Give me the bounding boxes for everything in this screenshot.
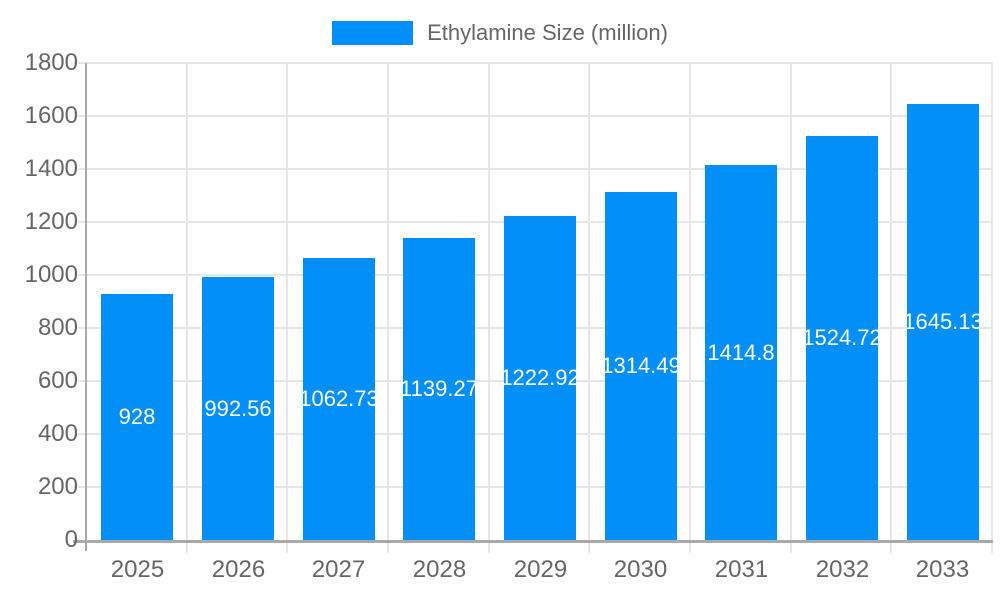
y-tick-label: 1000 <box>24 261 78 288</box>
bar-value-label: 992.56 <box>204 395 272 421</box>
horizontal-gridline <box>87 62 993 64</box>
x-axis-line <box>73 540 993 543</box>
x-tick-label: 2027 <box>311 556 366 583</box>
x-axis-tick <box>588 542 590 553</box>
bar-2026[interactable]: 992.56 <box>202 277 274 540</box>
x-axis-tick <box>790 542 792 553</box>
y-tick-label: 1600 <box>24 102 78 129</box>
vertical-gridline <box>588 63 590 540</box>
bar-2029[interactable]: 1222.92 <box>504 216 576 540</box>
y-axis-tick <box>78 486 87 488</box>
x-tick-label: 2032 <box>815 556 870 583</box>
bar-value-label: 1222.92 <box>504 365 576 390</box>
vertical-gridline <box>186 63 188 540</box>
vertical-gridline <box>286 63 288 540</box>
bar-value-label: 1139.27 <box>403 376 475 401</box>
bar-value-label: 1645.13 <box>907 309 979 334</box>
y-axis-tick <box>78 168 87 170</box>
x-tick-label: 2030 <box>613 556 668 583</box>
x-tick-label: 2025 <box>110 556 165 583</box>
x-axis-tick <box>286 542 288 553</box>
y-tick-label: 800 <box>37 314 78 341</box>
y-axis-tick <box>78 380 87 382</box>
y-tick-label: 1200 <box>24 208 78 235</box>
x-axis-tick <box>186 542 188 553</box>
bar-value-label: 1414.8 <box>707 339 775 365</box>
x-tick-label: 2033 <box>915 556 970 583</box>
bar-2027[interactable]: 1062.73 <box>303 258 375 540</box>
y-axis-line <box>85 63 87 551</box>
y-tick-label: 400 <box>37 420 78 447</box>
y-axis-tick <box>78 433 87 435</box>
y-tick-label: 200 <box>37 473 78 500</box>
x-axis-tick <box>890 542 892 553</box>
x-tick-label: 2028 <box>412 556 467 583</box>
bar-2031[interactable]: 1414.8 <box>705 165 777 540</box>
bar-value-label: 1062.73 <box>303 386 375 411</box>
horizontal-gridline <box>87 168 993 170</box>
y-axis-tick <box>78 327 87 329</box>
x-tick-label: 2031 <box>714 556 769 583</box>
bar-2032[interactable]: 1524.72 <box>806 136 878 540</box>
y-tick-label: 1400 <box>24 155 78 182</box>
x-tick-label: 2026 <box>211 556 266 583</box>
bar-2028[interactable]: 1139.27 <box>403 238 475 540</box>
bar-2025[interactable]: 928 <box>101 294 173 540</box>
legend-swatch <box>332 21 414 45</box>
x-tick-label: 2029 <box>513 556 568 583</box>
y-tick-label: 1800 <box>24 49 78 76</box>
x-axis-tick <box>689 542 691 553</box>
vertical-gridline <box>689 63 691 540</box>
y-axis-tick <box>78 62 87 64</box>
bar-value-label: 928 <box>118 404 156 429</box>
vertical-gridline <box>991 63 993 540</box>
y-axis-tick <box>78 274 87 276</box>
x-axis-tick <box>991 542 993 553</box>
bar-value-label: 1314.49 <box>605 353 677 378</box>
vertical-gridline <box>790 63 792 540</box>
vertical-gridline <box>890 63 892 540</box>
bar-2030[interactable]: 1314.49 <box>605 192 677 540</box>
legend-item[interactable]: Ethylamine Size (million) <box>0 20 1000 46</box>
vertical-gridline <box>488 63 490 540</box>
y-axis-tick <box>78 115 87 117</box>
bar-value-label: 1524.72 <box>806 325 878 350</box>
y-tick-label: 0 <box>64 526 78 553</box>
vertical-gridline <box>387 63 389 540</box>
x-axis-tick <box>488 542 490 553</box>
y-axis-tick <box>78 221 87 223</box>
plot-area: 928 992.56 1062.73 1139.27 1222.92 1314.49 141… <box>73 62 993 553</box>
bar-2033[interactable]: 1645.13 <box>907 104 979 540</box>
legend-label: Ethylamine Size (million) <box>427 20 668 45</box>
x-axis-tick <box>387 542 389 553</box>
y-tick-label: 600 <box>37 367 78 394</box>
horizontal-gridline <box>87 115 993 117</box>
